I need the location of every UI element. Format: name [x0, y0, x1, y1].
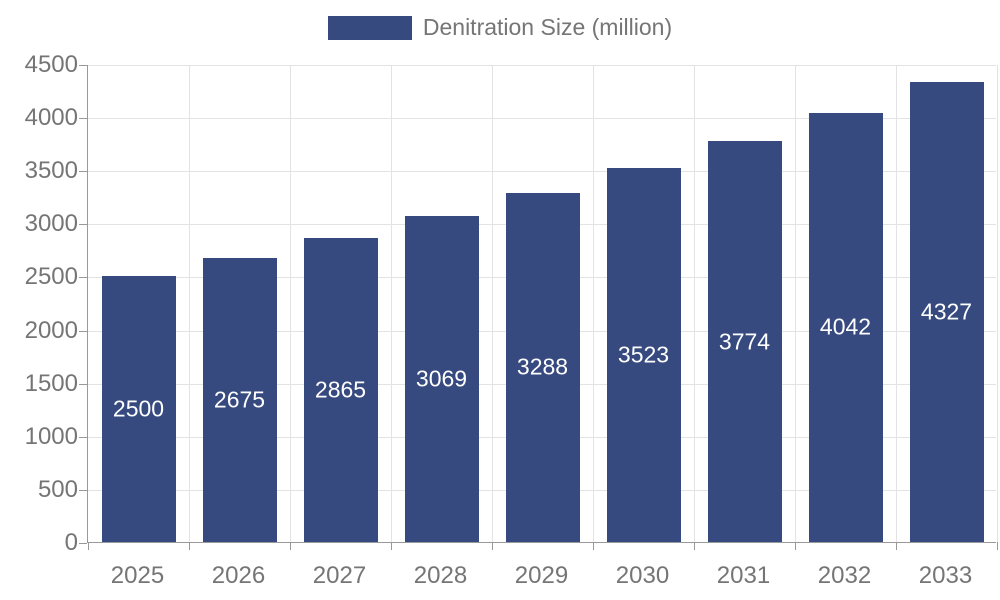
x-axis-tick-label: 2026	[211, 562, 266, 589]
v-gridline	[492, 65, 493, 542]
x-axis-tick-label: 2028	[413, 562, 468, 589]
bar-value-label: 2500	[112, 395, 165, 422]
legend-item[interactable]: Denitration Size (million)	[327, 14, 673, 42]
x-tick	[795, 542, 796, 550]
bar-value-label: 4327	[920, 298, 973, 325]
y-tick	[79, 118, 87, 120]
y-axis: 0 500 1000 1500 2000 2500 3000 3500 4000 4500	[0, 51, 78, 556]
v-gridline	[896, 65, 897, 542]
x-tick	[189, 542, 190, 550]
bar-2025: 2500	[101, 276, 176, 542]
x-axis-tick-label: 2027	[312, 562, 367, 589]
y-axis-tick-label: 4500	[24, 51, 78, 78]
bar-2028: 3069	[404, 216, 479, 542]
bar-2033: 4327	[909, 82, 984, 542]
bar-2027: 2865	[303, 237, 378, 542]
bar-2026: 2675	[202, 257, 277, 542]
bar-2032: 4042	[808, 112, 883, 542]
bar-value-label: 2865	[314, 376, 367, 403]
bar-value-label: 2675	[213, 386, 266, 413]
v-gridline	[795, 65, 796, 542]
y-axis-tick-label: 4000	[24, 104, 78, 132]
x-tick	[694, 542, 695, 550]
v-gridline	[997, 65, 998, 542]
y-axis-tick-label: 1000	[24, 422, 78, 450]
y-axis-tick-label: 2500	[24, 263, 78, 291]
y-axis-tick-label: 0	[64, 529, 78, 556]
x-axis-tick-label: 2033	[918, 562, 973, 589]
y-tick	[79, 171, 87, 173]
x-tick	[997, 542, 998, 550]
y-tick	[79, 277, 87, 279]
x-axis-tick-label: 2030	[615, 562, 670, 589]
y-tick	[79, 543, 87, 544]
x-tick	[88, 542, 89, 550]
x-tick	[896, 542, 897, 550]
bar-2030: 3523	[606, 167, 681, 542]
legend: Denitration Size (million)	[0, 14, 1000, 42]
v-gridline	[391, 65, 392, 542]
h-gridline	[88, 171, 996, 173]
bar-2029: 3288	[505, 192, 580, 542]
h-gridline	[88, 118, 996, 120]
x-axis-tick-label: 2031	[716, 562, 771, 589]
v-gridline	[189, 65, 190, 542]
x-axis-tick-label: 2032	[817, 562, 872, 589]
v-gridline	[593, 65, 594, 542]
bar-value-label: 4042	[819, 313, 872, 340]
x-tick	[290, 542, 291, 550]
bar-value-label: 3523	[617, 341, 670, 368]
legend-label: Denitration Size (million)	[422, 14, 673, 40]
y-axis-tick-label: 2000	[24, 316, 78, 344]
y-tick	[79, 436, 87, 438]
x-tick	[492, 542, 493, 550]
y-tick	[79, 383, 87, 385]
bar-2031: 3774	[707, 141, 782, 542]
bar-value-label: 3069	[415, 365, 468, 392]
y-tick	[79, 330, 87, 332]
y-tick	[79, 489, 87, 491]
h-gridline	[88, 65, 996, 66]
v-gridline	[290, 65, 291, 542]
x-tick	[593, 542, 594, 550]
y-tick	[79, 224, 87, 226]
bar-value-label: 3288	[516, 353, 569, 380]
y-axis-tick-label: 3500	[24, 157, 78, 185]
plot-area: 2500 2675 2865 3069 3288 3523 3774 4042 4327	[79, 65, 998, 550]
x-axis-tick-label: 2025	[110, 562, 165, 589]
x-tick	[391, 542, 392, 550]
y-tick	[79, 65, 87, 66]
x-axis: 2025 2026 2027 2028 2029 2030 2031 2032 2033	[87, 560, 996, 592]
y-axis-tick-label: 500	[37, 475, 78, 503]
y-axis-tick-label: 3000	[24, 210, 78, 238]
y-axis-tick-label: 1500	[24, 369, 78, 397]
legend-swatch	[327, 15, 412, 40]
v-gridline	[694, 65, 695, 542]
bar-value-label: 3774	[718, 328, 771, 355]
x-axis-tick-label: 2029	[514, 562, 569, 589]
